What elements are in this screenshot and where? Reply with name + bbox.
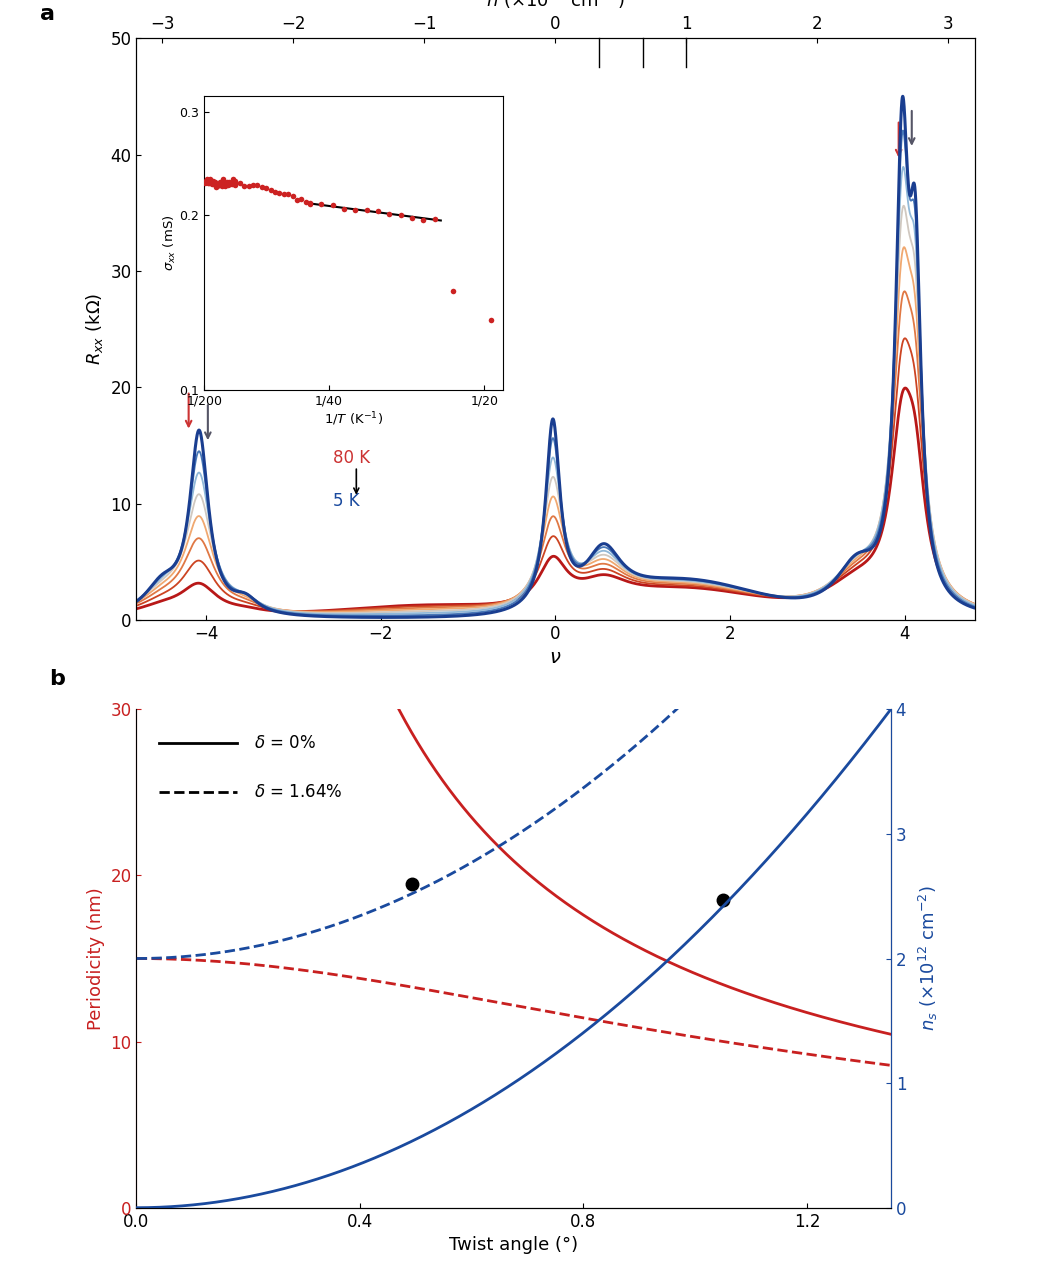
Point [204,171,221,192]
Point [262,179,279,199]
Point [358,201,375,221]
Y-axis label: Periodicity (nm): Periodicity (nm) [87,887,105,1030]
Point [206,171,223,192]
Point [200,173,217,193]
Point [224,169,241,189]
Point [313,193,330,213]
Point [293,189,310,210]
Point [227,170,244,190]
Y-axis label: $R_{xx}$ (k$\Omega$): $R_{xx}$ (k$\Omega$) [84,293,105,366]
Point [221,174,238,194]
Point [284,185,301,206]
Point [232,173,248,193]
Point [208,176,224,197]
Point [302,193,319,213]
Point [218,174,235,194]
Point [217,175,234,196]
Point [335,198,352,219]
Point [198,171,215,192]
X-axis label: $n$ ($\times 10^{12}$ cm$^{-2}$): $n$ ($\times 10^{12}$ cm$^{-2}$) [486,0,625,12]
Point [226,175,243,196]
Y-axis label: $\sigma_{xx}$ (mS): $\sigma_{xx}$ (mS) [162,215,178,271]
Point [202,171,219,192]
X-axis label: $1/T$ (K$^{-1}$): $1/T$ (K$^{-1}$) [324,410,384,428]
Point [370,201,387,221]
Point [205,174,222,194]
Point [199,173,216,193]
Text: 80 K: 80 K [333,449,370,466]
Point [276,184,292,204]
Point [302,194,319,215]
Point [236,175,253,196]
Point [254,176,270,197]
Point [288,190,305,211]
Point [298,192,314,212]
Point [206,174,223,194]
Point [427,208,443,229]
Point [213,174,230,194]
Point [227,174,244,194]
Point [197,173,214,193]
X-axis label: $\nu$: $\nu$ [549,648,562,667]
Point [212,171,228,192]
Text: a: a [40,4,54,24]
Point [211,175,227,196]
Point [196,171,213,192]
Point [444,280,461,300]
Text: b: b [49,670,65,689]
Point [209,176,225,197]
Point [223,174,240,194]
Point [280,183,297,203]
Point [201,169,218,189]
Point [249,175,266,196]
X-axis label: Twist angle (°): Twist angle (°) [449,1236,578,1254]
Point [216,173,233,193]
Point [221,171,238,192]
Point [403,208,420,229]
Point [214,175,231,196]
Point [219,173,236,193]
Y-axis label: $n_s$ ($\times 10^{12}$ cm$^{-2}$): $n_s$ ($\times 10^{12}$ cm$^{-2}$) [917,886,940,1031]
Point [392,206,409,226]
Point [240,175,257,196]
Point [244,175,261,196]
Point [215,173,232,193]
Point [482,309,499,330]
Point [222,173,239,193]
Text: $\delta$ = 1.64%: $\delta$ = 1.64% [254,783,342,801]
Point [415,210,432,230]
Text: 5 K: 5 K [333,492,359,510]
Point [381,204,398,225]
Point [225,173,242,193]
Point [271,183,288,203]
Point [214,169,231,189]
Point [199,169,216,189]
Point [220,175,237,196]
Point [203,174,220,194]
Point [210,174,226,194]
Text: $\delta$ = 0%: $\delta$ = 0% [254,734,315,751]
Point [325,196,342,216]
Point [266,181,283,202]
Point [347,199,364,220]
Point [258,178,275,198]
